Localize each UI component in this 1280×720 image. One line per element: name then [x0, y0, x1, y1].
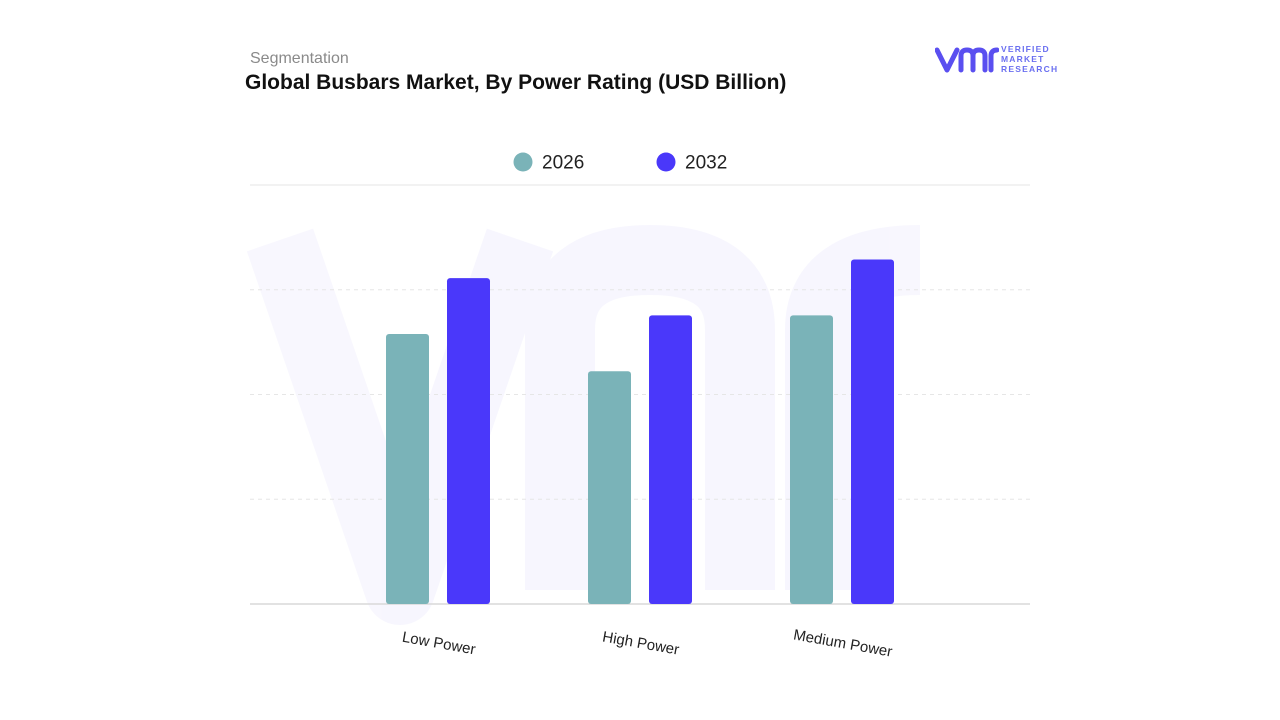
logo-line-research: RESEARCH [1001, 64, 1059, 74]
vmr-logo-icon [934, 47, 1000, 73]
bar-high-power-2026 [588, 371, 631, 604]
legend-label-2032: 2032 [685, 153, 727, 174]
bar-high-power-2032 [649, 315, 692, 604]
x-tick-label: Medium Power [792, 627, 893, 661]
legend-swatch-2032 [656, 152, 676, 172]
logo-line-verified: VERIFIED [1001, 44, 1050, 54]
logo-line-market: MARKET [1001, 54, 1045, 64]
grid [250, 184, 1030, 605]
bar-low-power-2026 [386, 333, 429, 604]
x-axis-ticks: Low Power High Power Medium Power [401, 627, 894, 661]
bar-medium-power-2032 [851, 259, 894, 604]
brand-logo: VERIFIED MARKET RESEARCH [934, 44, 1065, 76]
chart-title: Global Busbars Market, By Power Rating (… [245, 71, 787, 94]
legend-label-2026: 2026 [542, 153, 584, 174]
bar-medium-power-2026 [790, 315, 833, 604]
bar-low-power-2032 [447, 278, 490, 604]
section-label: Segmentation [250, 50, 349, 67]
x-tick-label: Low Power [401, 629, 477, 659]
legend: 2026 2032 [513, 152, 727, 174]
x-tick-label: High Power [601, 628, 680, 658]
bars [386, 259, 894, 604]
legend-swatch-2026 [513, 152, 533, 172]
